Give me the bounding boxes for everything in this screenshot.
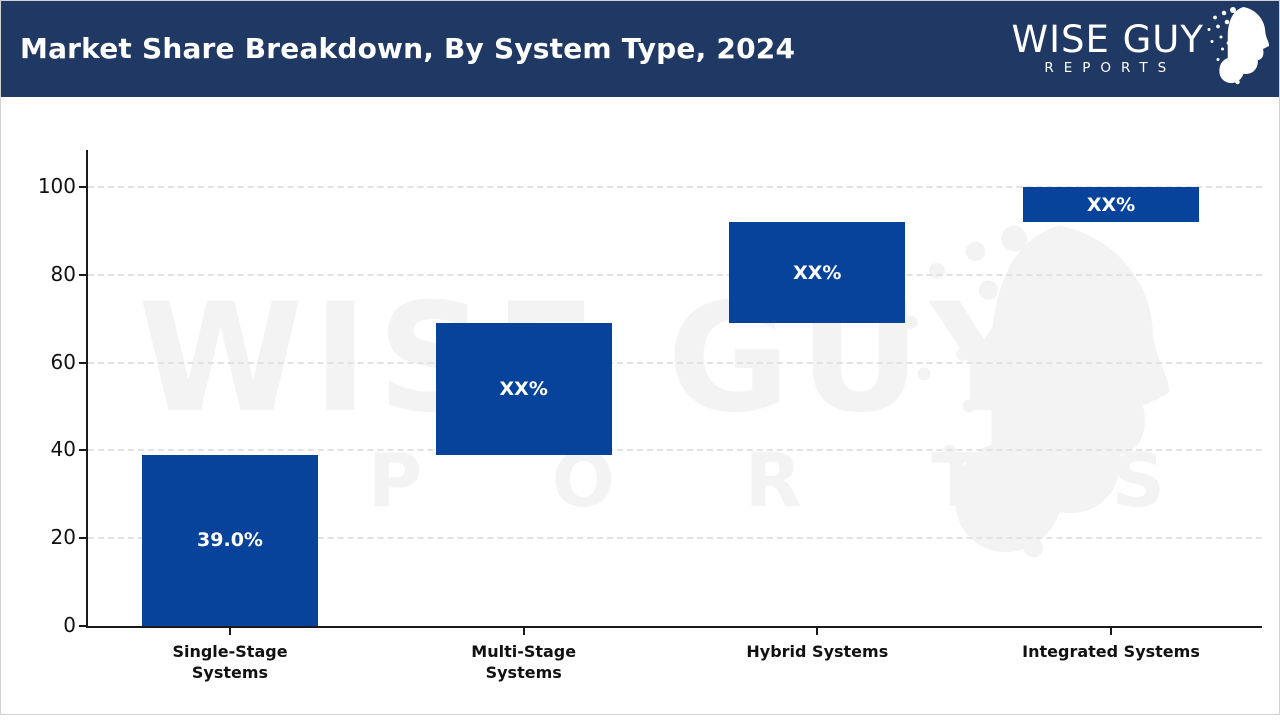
x-tick-label: Multi-Stage Systems <box>394 641 654 683</box>
x-tick-label-line: Multi-Stage <box>471 642 577 661</box>
x-tick-label: Single-Stage Systems <box>100 641 360 683</box>
x-tick-label-line: Systems <box>485 663 562 682</box>
x-tick <box>522 628 525 635</box>
watermark-face-icon <box>904 225 1170 558</box>
x-tick-label: Integrated Systems <box>981 641 1241 662</box>
logo-wordmark: WISE GUY <box>1011 18 1204 62</box>
bar-value-label: XX% <box>1086 193 1136 216</box>
bar: XX% <box>435 323 612 455</box>
bar-value-label: 39.0% <box>197 529 263 552</box>
y-tick <box>79 449 87 452</box>
y-tick-label: 80 <box>50 261 76 286</box>
y-tick-label: 100 <box>37 174 76 198</box>
gridline <box>88 537 1262 540</box>
gridline <box>88 361 1262 364</box>
y-tick <box>79 186 87 188</box>
x-tick-label-line: Systems <box>191 663 269 682</box>
y-tick <box>79 361 87 364</box>
y-tick <box>79 273 87 276</box>
x-tick-label: Hybrid Systems <box>687 641 947 662</box>
gridline <box>88 273 1262 276</box>
x-tick-label-line: Integrated Systems <box>1022 642 1200 661</box>
x-tick-label-line: Hybrid Systems <box>746 642 889 661</box>
y-tick <box>79 625 87 627</box>
bar: 39.0% <box>142 454 318 626</box>
x-tick-label-line: Single-Stage <box>172 642 288 661</box>
bar: XX% <box>729 222 906 324</box>
gridline <box>88 186 1262 188</box>
bar-value-label: XX% <box>793 261 842 284</box>
page-title: Market Share Breakdown, By System Type, … <box>20 32 796 65</box>
bar: XX% <box>1023 187 1199 223</box>
logo-face-icon <box>1207 6 1270 84</box>
x-axis <box>86 626 1262 628</box>
y-tick-label: 0 <box>63 613 76 637</box>
y-tick <box>79 537 87 540</box>
gridline <box>88 449 1262 452</box>
logo: WISE GUY REPORTS <box>1012 4 1274 94</box>
x-tick <box>816 628 819 635</box>
y-tick-label: 20 <box>50 525 76 550</box>
logo-subtitle: REPORTS <box>1044 60 1177 77</box>
y-axis <box>86 150 88 628</box>
x-tick <box>229 628 231 635</box>
y-tick-label: 40 <box>50 437 76 462</box>
bar-value-label: XX% <box>499 377 548 400</box>
logo-text: WISE GUY REPORTS <box>1012 21 1204 76</box>
y-tick-label: 60 <box>50 349 76 374</box>
header: Market Share Breakdown, By System Type, … <box>0 0 1280 97</box>
x-tick <box>1110 628 1112 635</box>
